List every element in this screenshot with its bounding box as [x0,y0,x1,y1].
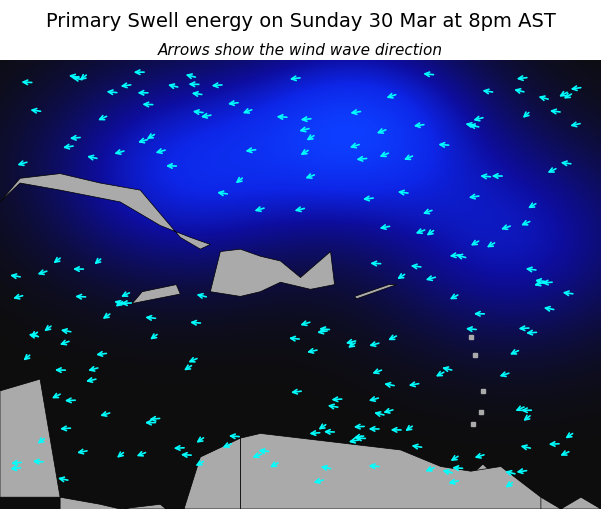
Polygon shape [0,379,60,497]
Polygon shape [0,174,210,250]
Polygon shape [541,497,601,509]
Polygon shape [60,497,120,509]
Polygon shape [240,434,601,509]
Polygon shape [355,285,397,299]
Text: Arrows show the wind wave direction: Arrows show the wind wave direction [158,43,443,58]
Polygon shape [120,438,240,509]
Polygon shape [463,464,491,486]
Text: Primary Swell energy on Sunday 30 Mar at 8pm AST: Primary Swell energy on Sunday 30 Mar at… [46,12,555,31]
Polygon shape [210,250,335,297]
Polygon shape [132,285,180,304]
